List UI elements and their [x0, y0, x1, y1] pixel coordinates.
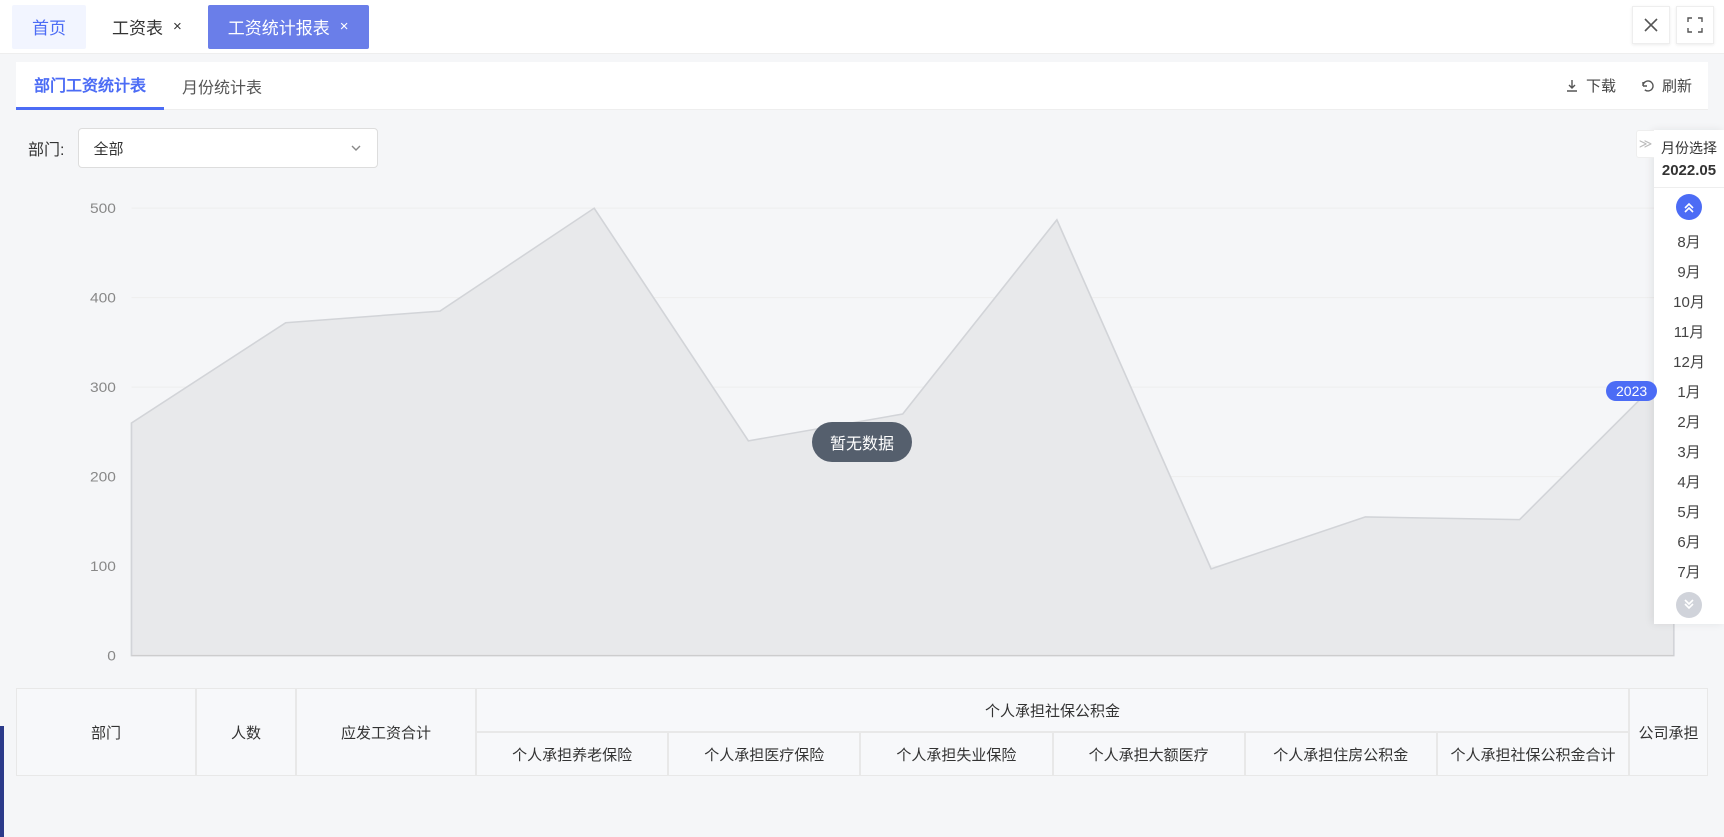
tab-salary-sheet-label: 工资表	[112, 14, 163, 39]
col-group-personal-social: 个人承担社保公积金	[476, 688, 1629, 732]
tab-salary-report-label: 工资统计报表	[228, 14, 330, 39]
download-icon	[1564, 78, 1580, 94]
department-select-value: 全部	[93, 138, 123, 159]
close-icon[interactable]: ×	[173, 18, 182, 35]
col-sub-0: 个人承担养老保险	[476, 732, 668, 776]
salary-area-chart: 0 100 200 300 400 500 暂无数据	[16, 174, 1708, 684]
department-select[interactable]: 全部	[78, 128, 378, 168]
month-item[interactable]: 2月	[1654, 406, 1724, 436]
month-item[interactable]: 6月	[1654, 526, 1724, 556]
tab-home-label: 首页	[32, 14, 66, 39]
col-department: 部门	[16, 688, 196, 776]
svg-text:400: 400	[90, 291, 116, 306]
month-item[interactable]: 4月	[1654, 466, 1724, 496]
col-sub-4: 个人承担住房公积金	[1245, 732, 1437, 776]
refresh-button[interactable]: 刷新	[1640, 75, 1692, 96]
month-panel-title: 月份选择	[1654, 130, 1724, 162]
subtab-department-stats[interactable]: 部门工资统计表	[16, 62, 164, 110]
tab-salary-sheet[interactable]: 工资表 ×	[92, 5, 202, 49]
refresh-icon	[1640, 78, 1656, 94]
subtab-month-stats[interactable]: 月份统计表	[164, 62, 280, 110]
subtab-month-stats-label: 月份统计表	[182, 74, 262, 98]
year-badge: 2023	[1606, 381, 1657, 401]
col-gross-pay: 应发工资合计	[296, 688, 476, 776]
tab-salary-report[interactable]: 工资统计报表 ×	[208, 5, 369, 49]
chart-empty-tooltip: 暂无数据	[812, 422, 912, 462]
month-item[interactable]: 11月	[1654, 316, 1724, 346]
col-sub-2: 个人承担失业保险	[860, 732, 1052, 776]
sub-actions: 下载 刷新	[1564, 75, 1692, 96]
table-header: 部门 人数 应发工资合计 个人承担社保公积金 个人承担养老保险个人承担医疗保险个…	[16, 688, 1708, 776]
col-company-partial: 公司承担	[1629, 688, 1708, 776]
filter-row: 部门: 全部	[16, 110, 1708, 174]
workspace: 部门工资统计表 月份统计表 下载 刷新 部门: 全部	[16, 62, 1708, 776]
double-chevron-down-icon	[1682, 598, 1696, 612]
col-sub-1: 个人承担医疗保险	[668, 732, 860, 776]
sub-tab-bar: 部门工资统计表 月份统计表 下载 刷新	[16, 62, 1708, 110]
col-headcount: 人数	[196, 688, 296, 776]
fullscreen-button[interactable]	[1676, 6, 1714, 44]
month-item[interactable]: 10月	[1654, 286, 1724, 316]
month-selector-panel: ≫ 月份选择 2022.05 8月9月10月11月12月1月20232月3月4月…	[1654, 130, 1724, 624]
month-panel-current: 2022.05	[1654, 162, 1724, 188]
svg-text:300: 300	[90, 381, 116, 396]
svg-text:100: 100	[90, 560, 116, 575]
svg-text:0: 0	[107, 649, 116, 664]
fullscreen-icon	[1687, 17, 1703, 33]
chevron-right-icon: ≫	[1639, 136, 1653, 152]
subtab-department-stats-label: 部门工资统计表	[34, 72, 146, 96]
col-sub-5: 个人承担社保公积金合计	[1437, 732, 1629, 776]
panel-collapse-button[interactable]: ≫	[1636, 130, 1654, 158]
top-controls	[1632, 6, 1714, 44]
department-filter-label: 部门:	[28, 136, 64, 160]
refresh-label: 刷新	[1662, 75, 1692, 96]
download-label: 下载	[1586, 75, 1616, 96]
col-sub-3: 个人承担大额医疗	[1053, 732, 1245, 776]
month-item[interactable]: 5月	[1654, 496, 1724, 526]
chart-empty-tooltip-text: 暂无数据	[830, 436, 894, 453]
month-item[interactable]: 7月	[1654, 556, 1724, 586]
month-scroll-up-button[interactable]	[1676, 194, 1702, 220]
chevron-down-icon	[349, 141, 363, 155]
month-scroll-down-button[interactable]	[1676, 592, 1702, 618]
close-icon[interactable]: ×	[340, 18, 349, 35]
top-tab-bar: 首页 工资表 × 工资统计报表 ×	[0, 0, 1724, 54]
month-item[interactable]: 12月	[1654, 346, 1724, 376]
svg-text:500: 500	[90, 202, 116, 217]
close-icon	[1643, 17, 1659, 33]
salary-table: 部门 人数 应发工资合计 个人承担社保公积金 个人承担养老保险个人承担医疗保险个…	[16, 688, 1708, 776]
double-chevron-up-icon	[1682, 200, 1696, 214]
left-edge-accent	[0, 726, 4, 837]
tab-home[interactable]: 首页	[12, 5, 86, 49]
download-button[interactable]: 下载	[1564, 75, 1616, 96]
month-item[interactable]: 1月2023	[1654, 376, 1724, 406]
svg-text:200: 200	[90, 470, 116, 485]
close-all-tabs-button[interactable]	[1632, 6, 1670, 44]
month-item[interactable]: 9月	[1654, 256, 1724, 286]
month-item[interactable]: 8月	[1654, 226, 1724, 256]
month-item[interactable]: 3月	[1654, 436, 1724, 466]
